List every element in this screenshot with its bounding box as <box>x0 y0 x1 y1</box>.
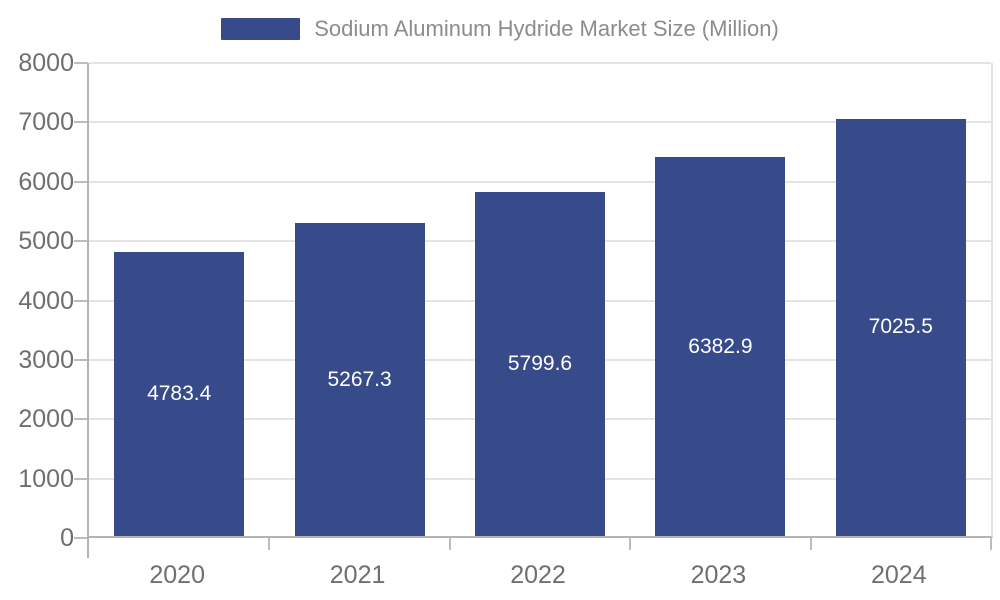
gridline-8000 <box>89 62 991 64</box>
gridline-7000 <box>89 121 991 124</box>
y-axis-tick-4000 <box>74 299 88 302</box>
gridline-6000 <box>89 180 991 183</box>
y-axis-line-extension <box>87 536 89 558</box>
y-axis: 0 1000 2000 3000 4000 5000 6000 7000 8000 <box>0 49 88 552</box>
y-axis-label-2000: 2000 <box>18 405 74 434</box>
y-axis-tick-0 <box>74 537 88 539</box>
x-axis: 2020 2021 2022 2023 2024 <box>87 556 993 590</box>
y-axis-label-4000: 4000 <box>18 286 74 315</box>
bar-2022[interactable]: 5799.6 <box>475 191 605 536</box>
y-axis-tick-3000 <box>74 358 88 361</box>
x-axis-tick-1 <box>268 538 271 550</box>
bar-value-label-2022: 5799.6 <box>507 351 573 375</box>
bar-value-label-2021: 5267.3 <box>327 367 392 391</box>
x-axis-label-2024: 2024 <box>870 561 927 589</box>
y-axis-label-3000: 3000 <box>18 345 74 374</box>
y-axis-tick-2000 <box>74 418 88 421</box>
x-axis-label-2021: 2021 <box>329 561 386 589</box>
y-axis-label-6000: 6000 <box>18 167 74 196</box>
bar-2023[interactable]: 6382.9 <box>655 157 786 536</box>
x-axis-label-2023: 2023 <box>690 561 747 589</box>
y-axis-label-5000: 5000 <box>18 227 74 256</box>
y-axis-tick-1000 <box>74 477 88 480</box>
y-axis-tick-5000 <box>74 240 88 243</box>
y-axis-tick-8000 <box>74 62 88 64</box>
legend-label: Sodium Aluminum Hydride Market Size (Mil… <box>314 16 779 41</box>
x-axis-tick-5 <box>990 538 992 550</box>
y-axis-label-0: 0 <box>60 524 74 552</box>
legend-item-market-size[interactable]: Sodium Aluminum Hydride Market Size (Mil… <box>221 16 779 42</box>
bar-value-label-2020: 4783.4 <box>147 382 212 405</box>
y-axis-tick-7000 <box>74 121 88 124</box>
x-axis-label-2020: 2020 <box>149 561 205 589</box>
x-axis-tick-2 <box>448 538 451 550</box>
x-axis-tick-3 <box>629 538 632 550</box>
bar-2021[interactable]: 5267.3 <box>294 223 425 536</box>
bar-2024[interactable]: 7025.5 <box>835 118 966 536</box>
bar-value-label-2024: 7025.5 <box>868 315 933 339</box>
x-axis-tick-4 <box>809 538 812 550</box>
legend-swatch-icon <box>221 18 301 40</box>
y-axis-label-7000: 7000 <box>18 108 74 137</box>
y-axis-label-1000: 1000 <box>18 464 74 493</box>
y-axis-tick-6000 <box>74 180 88 183</box>
legend: Sodium Aluminum Hydride Market Size (Mil… <box>0 16 1000 42</box>
plot-area: 4783.4 5267.3 5799.6 6382.9 7025.5 <box>87 62 993 558</box>
y-axis-label-8000: 8000 <box>18 49 74 77</box>
bar-2020[interactable]: 4783.4 <box>114 252 245 536</box>
bar-value-label-2023: 6382.9 <box>688 334 753 358</box>
x-axis-label-2022: 2022 <box>510 561 566 589</box>
